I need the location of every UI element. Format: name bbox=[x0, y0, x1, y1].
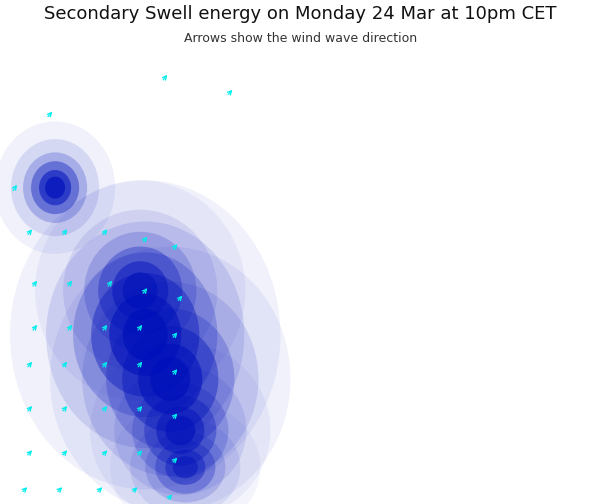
Ellipse shape bbox=[150, 357, 191, 401]
Ellipse shape bbox=[39, 170, 71, 205]
Ellipse shape bbox=[73, 253, 218, 417]
Ellipse shape bbox=[155, 440, 215, 494]
Ellipse shape bbox=[144, 395, 216, 466]
Ellipse shape bbox=[109, 294, 182, 376]
Ellipse shape bbox=[11, 139, 99, 236]
Ellipse shape bbox=[138, 344, 203, 414]
Ellipse shape bbox=[132, 384, 228, 477]
Ellipse shape bbox=[123, 309, 168, 360]
Ellipse shape bbox=[122, 326, 218, 432]
Ellipse shape bbox=[114, 366, 246, 495]
Text: Arrows show the wind wave direction: Arrows show the wind wave direction bbox=[184, 32, 417, 45]
Ellipse shape bbox=[0, 121, 115, 254]
Ellipse shape bbox=[123, 272, 158, 309]
Ellipse shape bbox=[50, 246, 290, 504]
Ellipse shape bbox=[165, 450, 206, 485]
Ellipse shape bbox=[31, 161, 79, 214]
Ellipse shape bbox=[106, 308, 234, 450]
Ellipse shape bbox=[173, 456, 198, 478]
Ellipse shape bbox=[45, 176, 65, 199]
Ellipse shape bbox=[63, 210, 218, 371]
Ellipse shape bbox=[46, 221, 245, 448]
Ellipse shape bbox=[84, 232, 197, 349]
Ellipse shape bbox=[112, 261, 168, 320]
Ellipse shape bbox=[23, 152, 87, 223]
Ellipse shape bbox=[145, 432, 225, 502]
Ellipse shape bbox=[10, 180, 281, 489]
Ellipse shape bbox=[165, 416, 195, 445]
Ellipse shape bbox=[156, 407, 204, 454]
Ellipse shape bbox=[91, 273, 200, 397]
Ellipse shape bbox=[98, 246, 182, 335]
Text: Secondary Swell energy on Monday 24 Mar at 10pm CET: Secondary Swell energy on Monday 24 Mar … bbox=[44, 6, 557, 23]
Ellipse shape bbox=[130, 419, 240, 504]
Ellipse shape bbox=[82, 282, 258, 476]
